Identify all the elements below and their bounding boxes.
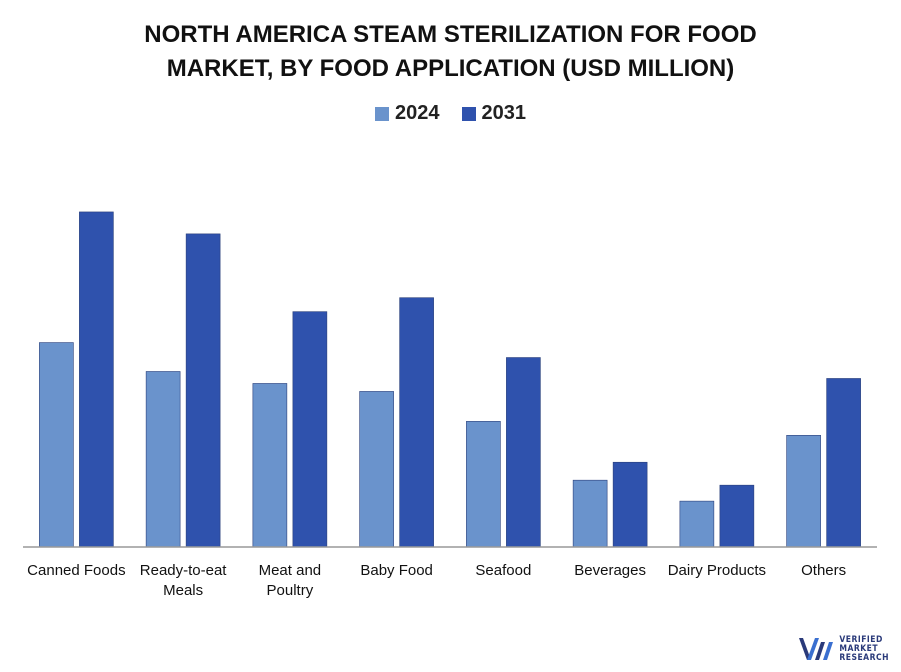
legend-swatch-2031 <box>461 106 476 121</box>
bar-2031-6 <box>719 484 755 548</box>
bar-2031-1 <box>185 233 221 548</box>
legend-item-2024: 2024 <box>375 102 440 125</box>
x-tick-label-6: Dairy Products <box>668 562 766 579</box>
bar-2031-7 <box>826 378 861 548</box>
brand-logo: VERIFIED MARKET RESEARCH <box>797 634 889 664</box>
bar-2031-2 <box>292 311 328 548</box>
x-tick-label-4: Seafood <box>475 562 531 579</box>
bar-2031-0 <box>79 211 114 548</box>
bar-2031-5 <box>612 461 648 548</box>
bar-2031-4 <box>506 357 541 548</box>
x-tick-label-3: Baby Food <box>360 562 433 579</box>
bar-2024-7 <box>786 435 821 548</box>
logo-line-2: MARKET <box>839 643 879 654</box>
vmr-logo-icon <box>799 638 834 660</box>
x-tick-label-0: Canned Foods <box>27 562 125 579</box>
bar-2024-5 <box>572 479 608 548</box>
bar-2024-6 <box>679 500 715 548</box>
chart-title-line-2: MARKET, BY FOOD APPLICATION (USD MILLION… <box>166 55 735 82</box>
logo-text: VERIFIED MARKET RESEARCH <box>839 634 889 663</box>
bar-2024-4 <box>466 421 501 548</box>
bar-2031-3 <box>399 297 434 548</box>
x-tick-label-2: Meat and Poultry <box>259 562 322 599</box>
logo-line-1: VERIFIED <box>839 634 883 645</box>
x-tick-label-7: Others <box>801 562 846 579</box>
legend-label-2031: 2031 <box>481 102 527 124</box>
chart-legend: 2024 2031 <box>0 102 901 125</box>
bar-2024-2 <box>252 383 288 548</box>
bar-2024-1 <box>145 371 181 548</box>
bar-2024-0 <box>39 342 74 548</box>
legend-item-2031: 2031 <box>461 102 527 125</box>
chart-title-line-1: NORTH AMERICA STEAM STERILIZATION FOR FO… <box>144 21 757 48</box>
legend-label-2024: 2024 <box>395 102 440 124</box>
x-tick-label-1: Ready-to-eat Meals <box>140 562 228 599</box>
x-tick-label-5: Beverages <box>574 562 646 579</box>
chart-title: NORTH AMERICA STEAM STERILIZATION FOR FO… <box>0 18 901 86</box>
logo-line-3: RESEARCH <box>839 652 889 663</box>
legend-swatch-2024 <box>375 106 389 121</box>
bar-2024-3 <box>359 391 394 548</box>
